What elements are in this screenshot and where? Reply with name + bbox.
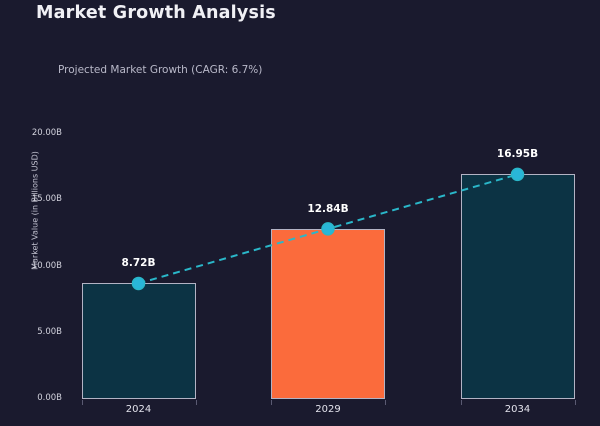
x-axis-tick-mark	[385, 400, 386, 405]
bar-2029[interactable]	[271, 228, 385, 399]
x-axis-tick-mark	[195, 400, 197, 405]
y-axis-title: Market Value (in Billions USD)	[30, 151, 40, 270]
y-tick-label: 10.00B	[31, 260, 62, 271]
y-tick-label: 20.00B	[31, 128, 62, 138]
x-axis-tick-mark	[271, 400, 272, 405]
chart-title: Market Growth Analysis	[36, 3, 276, 23]
bar-2024[interactable]	[81, 283, 196, 399]
value-label-2024: 8.72B	[121, 257, 156, 270]
x-tick-label-2024: 2024	[125, 404, 152, 415]
x-tick-label-2034: 2034	[504, 404, 531, 415]
x-axis-tick-mark	[574, 400, 576, 405]
value-label-2034: 16.95B	[496, 148, 539, 161]
y-tick-label: 5.00B	[37, 326, 62, 337]
x-axis-tick-mark	[460, 400, 462, 405]
value-label-2029: 12.84B	[307, 202, 349, 215]
bar-2034[interactable]	[460, 174, 575, 399]
x-axis-tick-mark	[81, 400, 83, 405]
chart-subtitle: Projected Market Growth (CAGR: 6.7%)	[58, 64, 263, 76]
x-tick-label-2029: 2029	[315, 404, 341, 415]
y-tick-label: 15.00B	[31, 194, 62, 205]
y-tick-label: 0.00B	[37, 393, 62, 403]
